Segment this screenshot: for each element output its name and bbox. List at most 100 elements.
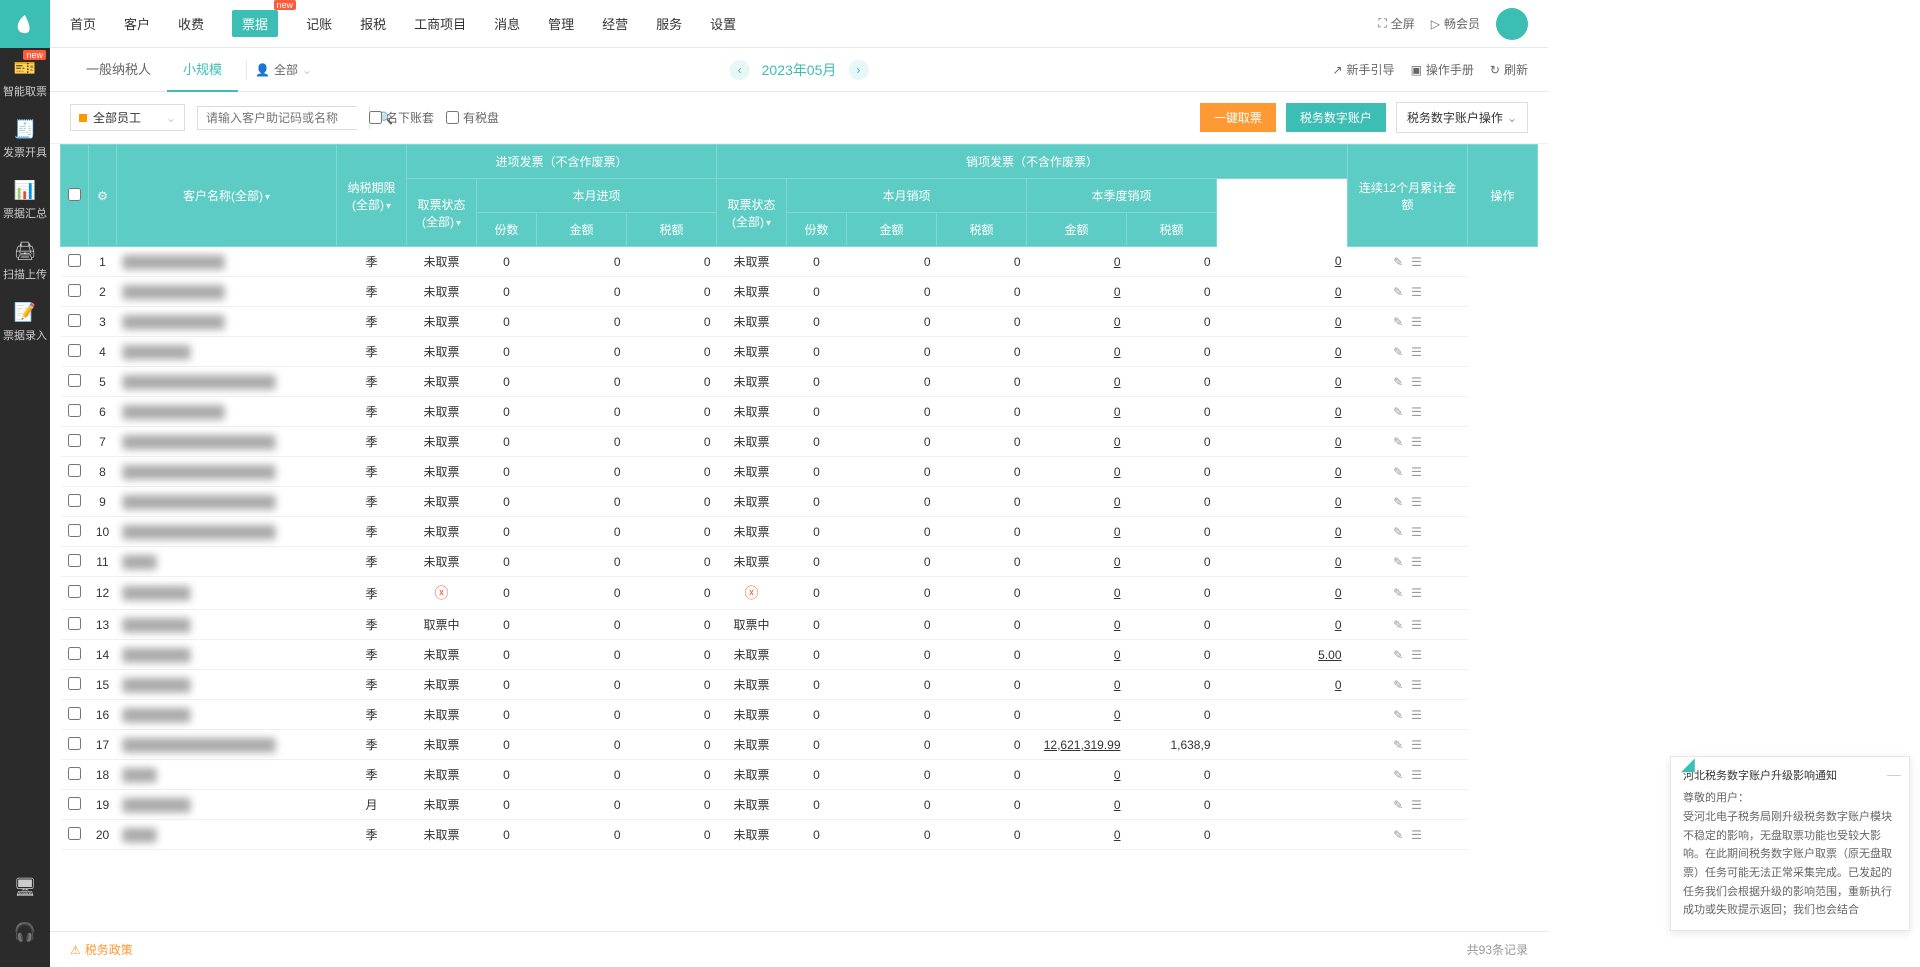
row-checkbox[interactable] <box>68 344 81 357</box>
row-checkbox[interactable] <box>68 284 81 297</box>
row-checkbox[interactable] <box>68 554 81 567</box>
customer-name[interactable]: ████ <box>123 768 157 782</box>
more-icon[interactable]: ☰ <box>1411 525 1422 539</box>
tax-policy-link[interactable]: ⚠税务政策 <box>70 941 133 958</box>
nav-记账[interactable]: 记账 <box>306 14 332 33</box>
nav-客户[interactable]: 客户 <box>124 14 150 33</box>
manual-button[interactable]: ▣操作手册 <box>1411 61 1474 78</box>
cum-amount[interactable]: 0 <box>1217 547 1348 577</box>
edit-icon[interactable]: ✎ <box>1393 375 1403 389</box>
cum-amount[interactable]: 0 <box>1217 427 1348 457</box>
customer-name[interactable]: ████████ <box>123 586 191 600</box>
edit-icon[interactable]: ✎ <box>1393 345 1403 359</box>
customer-name[interactable]: ████ <box>123 555 157 569</box>
scope-selector[interactable]: 👤 全部 ⌄ <box>255 61 312 78</box>
edit-icon[interactable]: ✎ <box>1393 435 1403 449</box>
more-icon[interactable]: ☰ <box>1411 586 1422 600</box>
edit-icon[interactable]: ✎ <box>1393 495 1403 509</box>
row-checkbox[interactable] <box>68 617 81 630</box>
more-icon[interactable]: ☰ <box>1411 555 1422 569</box>
digital-account-button[interactable]: 税务数字账户 <box>1286 103 1386 132</box>
cum-amount[interactable]: 0 <box>1217 487 1348 517</box>
refresh-button[interactable]: ↻刷新 <box>1490 61 1528 78</box>
customer-name[interactable]: ████████ <box>123 618 191 632</box>
out-q-amount[interactable]: 0 <box>1027 700 1127 730</box>
customer-name[interactable]: ██████████████████ <box>123 738 276 752</box>
nav-报税[interactable]: 报税 <box>360 14 386 33</box>
nav-票据[interactable]: 票据new <box>232 10 278 37</box>
out-q-amount[interactable]: 0 <box>1027 790 1127 820</box>
nav-工商项目[interactable]: 工商项目 <box>414 14 466 33</box>
cum-amount[interactable] <box>1217 760 1348 790</box>
logo[interactable] <box>0 0 50 48</box>
edit-icon[interactable]: ✎ <box>1393 315 1403 329</box>
more-icon[interactable]: ☰ <box>1411 375 1422 389</box>
more-icon[interactable]: ☰ <box>1411 738 1422 752</box>
row-checkbox[interactable] <box>68 314 81 327</box>
guide-button[interactable]: ↗新手引导 <box>1332 61 1394 78</box>
more-icon[interactable]: ☰ <box>1411 708 1422 722</box>
more-icon[interactable]: ☰ <box>1411 405 1422 419</box>
row-checkbox[interactable] <box>68 767 81 780</box>
customer-name[interactable]: ██████████████████ <box>123 525 276 539</box>
cum-amount[interactable]: 0 <box>1217 337 1348 367</box>
customer-name[interactable]: ██████████████████ <box>123 375 276 389</box>
more-icon[interactable]: ☰ <box>1411 255 1422 269</box>
cum-amount[interactable]: 0 <box>1217 670 1348 700</box>
sidebar-item-1[interactable]: 🧾发票开具 <box>0 109 50 170</box>
edit-icon[interactable]: ✎ <box>1393 828 1403 842</box>
out-q-amount[interactable]: 0 <box>1027 277 1127 307</box>
nav-管理[interactable]: 管理 <box>548 14 574 33</box>
cum-amount[interactable]: 0 <box>1217 307 1348 337</box>
out-q-amount[interactable]: 0 <box>1027 397 1127 427</box>
nav-首页[interactable]: 首页 <box>70 14 96 33</box>
close-button[interactable]: — <box>1887 763 1901 787</box>
cum-amount[interactable] <box>1217 730 1348 760</box>
out-q-amount[interactable]: 0 <box>1027 247 1127 277</box>
customer-name[interactable]: ██████████████████ <box>123 465 276 479</box>
cum-amount[interactable]: 0 <box>1217 247 1348 277</box>
out-q-amount[interactable]: 0 <box>1027 670 1127 700</box>
edit-icon[interactable]: ✎ <box>1393 678 1403 692</box>
more-icon[interactable]: ☰ <box>1411 465 1422 479</box>
row-checkbox[interactable] <box>68 524 81 537</box>
edit-icon[interactable]: ✎ <box>1393 586 1403 600</box>
gear-icon[interactable]: ⚙ <box>97 189 108 203</box>
out-q-amount[interactable]: 0 <box>1027 760 1127 790</box>
next-month-button[interactable]: › <box>848 60 868 80</box>
has-disk-checkbox[interactable]: 有税盘 <box>446 109 499 126</box>
search-input[interactable] <box>198 107 369 129</box>
out-q-amount[interactable]: 0 <box>1027 457 1127 487</box>
error-icon[interactable]: ⓧ <box>745 585 759 601</box>
edit-icon[interactable]: ✎ <box>1393 798 1403 812</box>
cum-amount[interactable]: 0 <box>1217 577 1348 610</box>
out-q-amount[interactable]: 12,621,319.99 <box>1027 730 1127 760</box>
select-all-checkbox[interactable] <box>68 188 81 201</box>
cum-amount[interactable]: 0 <box>1217 517 1348 547</box>
out-q-amount[interactable]: 0 <box>1027 610 1127 640</box>
more-icon[interactable]: ☰ <box>1411 315 1422 329</box>
fetch-button[interactable]: 一键取票 <box>1200 103 1276 132</box>
out-q-amount[interactable]: 0 <box>1027 427 1127 457</box>
edit-icon[interactable]: ✎ <box>1393 738 1403 752</box>
edit-icon[interactable]: ✎ <box>1393 405 1403 419</box>
customer-name[interactable]: ████████████ <box>123 255 225 269</box>
more-icon[interactable]: ☰ <box>1411 495 1422 509</box>
customer-name[interactable]: ████████████ <box>123 315 225 329</box>
customer-name[interactable]: ██████████████████ <box>123 435 276 449</box>
nav-设置[interactable]: 设置 <box>710 14 736 33</box>
row-checkbox[interactable] <box>68 797 81 810</box>
edit-icon[interactable]: ✎ <box>1393 285 1403 299</box>
customer-name[interactable]: ████████████ <box>123 405 225 419</box>
cum-amount[interactable] <box>1217 700 1348 730</box>
row-checkbox[interactable] <box>68 494 81 507</box>
customer-name[interactable]: ████████ <box>123 708 191 722</box>
edit-icon[interactable]: ✎ <box>1393 768 1403 782</box>
fullscreen-button[interactable]: ⛶全屏 <box>1378 15 1414 32</box>
edit-icon[interactable]: ✎ <box>1393 648 1403 662</box>
more-icon[interactable]: ☰ <box>1411 345 1422 359</box>
more-icon[interactable]: ☰ <box>1411 828 1422 842</box>
sidebar-monitor[interactable]: 🖥 <box>0 867 50 912</box>
edit-icon[interactable]: ✎ <box>1393 465 1403 479</box>
row-checkbox[interactable] <box>68 677 81 690</box>
